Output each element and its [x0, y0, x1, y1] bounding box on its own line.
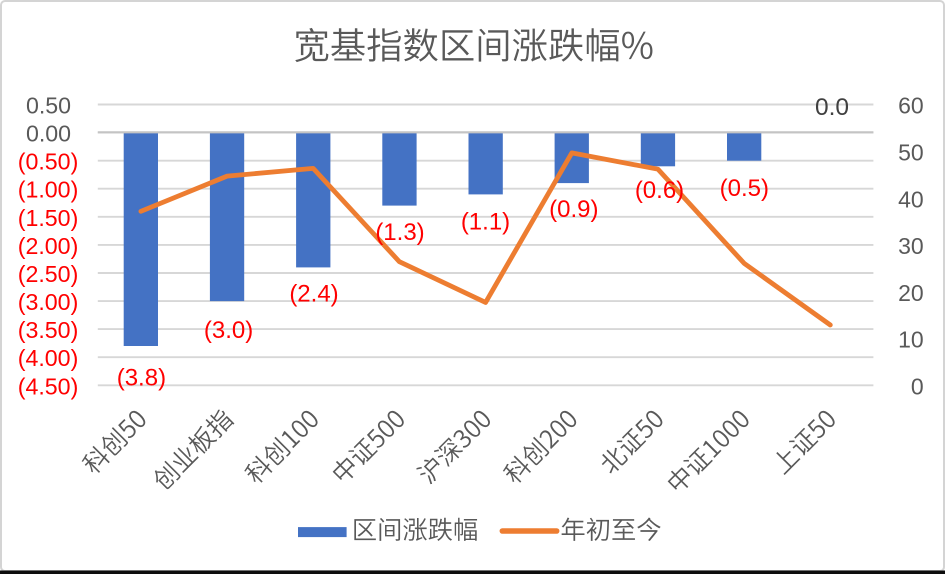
svg-text:(0.5): (0.5) — [720, 175, 769, 202]
svg-text:(1.50): (1.50) — [18, 205, 79, 231]
svg-text:0.00: 0.00 — [26, 121, 71, 147]
svg-text:(3.00): (3.00) — [18, 289, 79, 315]
svg-text:(4.00): (4.00) — [18, 345, 79, 371]
svg-text:(2.50): (2.50) — [18, 261, 79, 287]
svg-text:60: 60 — [898, 93, 924, 119]
svg-text:40: 40 — [898, 186, 924, 212]
svg-text:10: 10 — [898, 327, 924, 353]
svg-text:(3.0): (3.0) — [204, 317, 253, 344]
svg-text:0.50: 0.50 — [26, 93, 71, 119]
svg-text:0: 0 — [911, 374, 924, 400]
svg-text:(0.6): (0.6) — [635, 177, 684, 204]
svg-text:(3.8): (3.8) — [117, 365, 166, 392]
svg-text:(4.50): (4.50) — [18, 373, 79, 399]
svg-text:(3.50): (3.50) — [18, 317, 79, 343]
svg-text:20: 20 — [898, 280, 924, 306]
svg-text:(0.9): (0.9) — [549, 196, 598, 223]
svg-text:50: 50 — [898, 140, 924, 166]
svg-text:(2.00): (2.00) — [18, 233, 79, 259]
svg-text:(0.50): (0.50) — [18, 149, 79, 175]
svg-text:(1.1): (1.1) — [461, 208, 510, 235]
svg-text:(1.3): (1.3) — [375, 219, 424, 246]
svg-text:30: 30 — [898, 233, 924, 259]
svg-text:(2.4): (2.4) — [289, 280, 338, 307]
svg-text:(1.00): (1.00) — [18, 177, 79, 203]
svg-text:0.0: 0.0 — [815, 94, 849, 121]
